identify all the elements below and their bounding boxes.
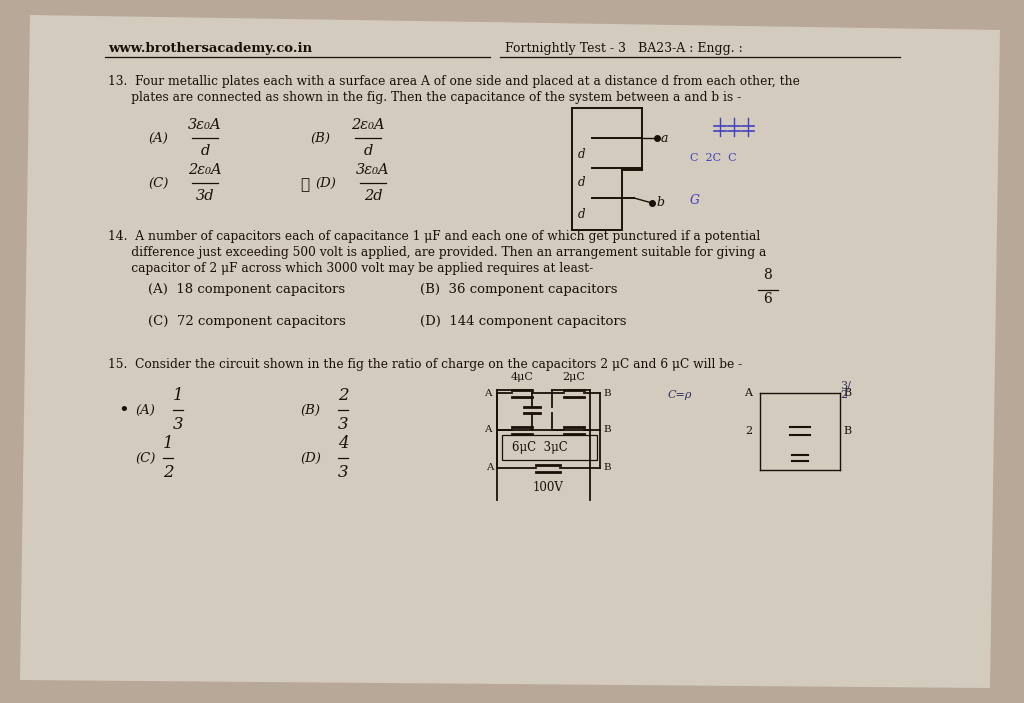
Text: a: a xyxy=(662,131,669,145)
Text: 2: 2 xyxy=(744,426,752,436)
Text: 3d: 3d xyxy=(196,189,214,203)
Text: b: b xyxy=(656,197,664,209)
Text: 3/: 3/ xyxy=(840,380,851,390)
Text: 1: 1 xyxy=(173,387,183,404)
Text: (C): (C) xyxy=(135,451,156,465)
Text: 6: 6 xyxy=(764,292,772,306)
Text: 3ε₀A: 3ε₀A xyxy=(188,118,222,132)
Text: B: B xyxy=(843,388,851,398)
Text: 2ε₀A: 2ε₀A xyxy=(351,118,385,132)
Text: 2d: 2d xyxy=(364,189,382,203)
Text: A: A xyxy=(744,388,752,398)
Text: (D): (D) xyxy=(300,451,321,465)
Text: capacitor of 2 μF across which 3000 volt may be applied requires at least-: capacitor of 2 μF across which 3000 volt… xyxy=(108,262,593,275)
Text: 8: 8 xyxy=(764,268,772,282)
Text: 2: 2 xyxy=(840,390,847,400)
Polygon shape xyxy=(20,15,1000,688)
Text: 2ε₀A: 2ε₀A xyxy=(188,163,222,177)
Text: (D): (D) xyxy=(315,176,336,190)
Text: A: A xyxy=(484,425,492,434)
Text: •: • xyxy=(118,401,129,419)
Text: d: d xyxy=(579,148,586,160)
Text: 3ε₀A: 3ε₀A xyxy=(356,163,390,177)
Text: d: d xyxy=(201,144,210,158)
Text: (D)  144 component capacitors: (D) 144 component capacitors xyxy=(420,316,627,328)
Text: (A): (A) xyxy=(148,131,168,145)
Text: B: B xyxy=(843,426,851,436)
Text: 2: 2 xyxy=(163,464,173,481)
Text: (C)  72 component capacitors: (C) 72 component capacitors xyxy=(148,316,346,328)
Text: B: B xyxy=(603,425,610,434)
Text: C=ρ: C=ρ xyxy=(668,390,692,400)
Text: 2μC: 2μC xyxy=(562,372,586,382)
Text: G: G xyxy=(690,193,700,207)
Text: A: A xyxy=(486,463,494,472)
Text: 4: 4 xyxy=(338,435,348,452)
Text: 3: 3 xyxy=(173,416,183,433)
Text: A: A xyxy=(484,389,492,397)
Text: Fortnightly Test - 3   BA23-A : Engg. :: Fortnightly Test - 3 BA23-A : Engg. : xyxy=(505,42,742,55)
Text: 6μC  3μC: 6μC 3μC xyxy=(512,441,568,453)
Text: 4μC: 4μC xyxy=(511,372,534,382)
Text: difference just exceeding 500 volt is applied, are provided. Then an arrangement: difference just exceeding 500 volt is ap… xyxy=(108,246,766,259)
Text: C  2C  C: C 2C C xyxy=(690,153,736,163)
Text: 3: 3 xyxy=(338,416,348,433)
Text: d: d xyxy=(579,207,586,221)
Text: 15.  Consider the circuit shown in the fig the ratio of charge on the capacitors: 15. Consider the circuit shown in the fi… xyxy=(108,358,742,371)
Text: 100V: 100V xyxy=(532,481,563,494)
Text: (B): (B) xyxy=(310,131,330,145)
Text: 2: 2 xyxy=(338,387,348,404)
Text: (B): (B) xyxy=(300,404,319,416)
Bar xyxy=(502,435,597,460)
Text: www.brothersacademy.co.in: www.brothersacademy.co.in xyxy=(108,42,312,55)
Text: ✓: ✓ xyxy=(300,178,309,192)
Text: (B)  36 component capacitors: (B) 36 component capacitors xyxy=(420,283,617,297)
Text: (A): (A) xyxy=(135,404,155,416)
Text: d: d xyxy=(579,176,586,188)
Text: (C): (C) xyxy=(148,176,168,190)
Text: 13.  Four metallic plates each with a surface area A of one side and placed at a: 13. Four metallic plates each with a sur… xyxy=(108,75,800,88)
Text: d: d xyxy=(364,144,373,158)
Text: B: B xyxy=(603,463,610,472)
Text: plates are connected as shown in the fig. Then the capacitance of the system bet: plates are connected as shown in the fig… xyxy=(108,91,741,104)
Text: (A)  18 component capacitors: (A) 18 component capacitors xyxy=(148,283,345,297)
Text: 3: 3 xyxy=(338,464,348,481)
Text: 14.  A number of capacitors each of capacitance 1 μF and each one of which get p: 14. A number of capacitors each of capac… xyxy=(108,230,760,243)
Text: B: B xyxy=(603,389,610,397)
Text: 1: 1 xyxy=(163,435,173,452)
